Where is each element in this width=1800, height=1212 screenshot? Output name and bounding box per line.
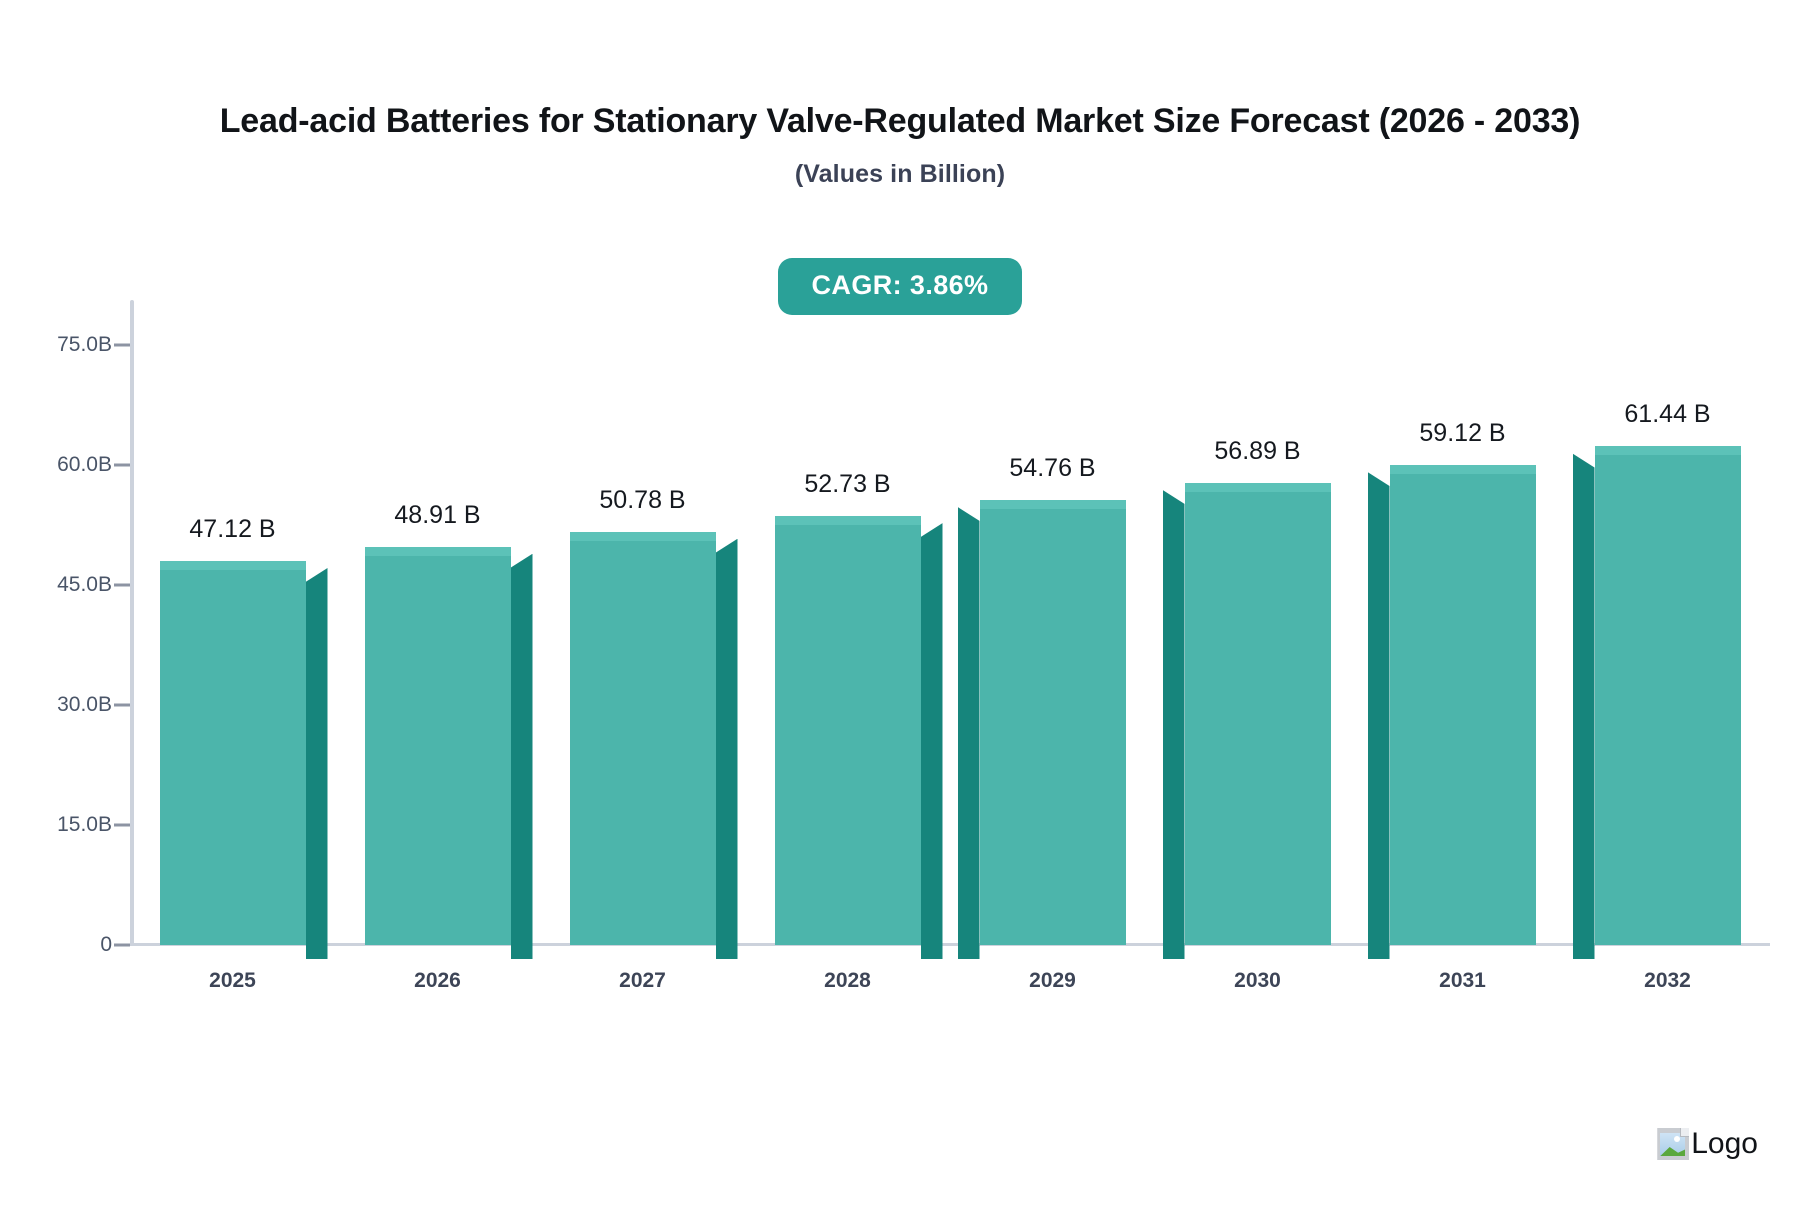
bar-column[interactable]: 50.78 B 2027 <box>569 345 738 992</box>
y-tick-label: 75.0B <box>57 333 112 356</box>
y-tick-dash <box>114 463 130 467</box>
bar-value-label: 59.12 B <box>1419 419 1506 448</box>
bar-column[interactable]: 61.44 B 2032 <box>1572 345 1741 992</box>
y-axis-tick: 15.0B <box>0 813 130 837</box>
x-axis-tick-label: 2032 <box>1644 969 1691 992</box>
bar[interactable] <box>1162 482 1331 959</box>
bar-top <box>979 499 1126 509</box>
bar-column[interactable]: 48.91 B 2026 <box>364 345 533 992</box>
bar-value-label: 50.78 B <box>599 485 686 514</box>
x-axis-line <box>130 943 1770 946</box>
x-axis-tick-label: 2030 <box>1234 969 1281 992</box>
bar[interactable] <box>1572 446 1741 959</box>
bar[interactable] <box>957 499 1126 959</box>
y-tick-label: 15.0B <box>57 813 112 836</box>
y-tick-label: 45.0B <box>57 573 112 596</box>
y-axis-tick: 75.0B <box>0 333 130 357</box>
x-axis-tick-label: 2031 <box>1439 969 1486 992</box>
y-axis-tick: 0 <box>0 933 130 957</box>
bar-value-label: 56.89 B <box>1214 436 1301 465</box>
bar-series: 47.12 B 2025 48.91 B 2026 50.78 B 2027 52.73 B… <box>130 345 1770 992</box>
bar-face <box>1184 489 1331 945</box>
y-tick-dash <box>114 703 130 707</box>
y-tick-label: 60.0B <box>57 453 112 476</box>
broken-image-icon <box>1657 1128 1690 1160</box>
chart-subtitle: (Values in Billion) <box>794 159 1006 188</box>
bar-top <box>1389 465 1536 475</box>
bar-column[interactable]: 47.12 B 2025 <box>159 345 328 992</box>
y-tick-dash <box>114 583 130 587</box>
bar-side-shadow <box>1367 472 1390 959</box>
x-axis-tick-label: 2025 <box>209 969 256 992</box>
page-title: Lead-acid Batteries for Stationary Valve… <box>219 102 1581 140</box>
logo-label: Logo <box>1691 1127 1758 1160</box>
bar-face <box>159 568 306 945</box>
bar-side-shadow <box>1162 489 1185 959</box>
bar-column[interactable]: 54.76 B 2029 <box>957 345 1126 992</box>
bar-top <box>159 561 306 571</box>
bar-side-shadow <box>510 553 533 959</box>
bar-value-label: 61.44 B <box>1624 400 1711 429</box>
bar-side-shadow <box>957 506 980 959</box>
bar-face <box>364 553 511 945</box>
bar-value-label: 54.76 B <box>1009 453 1096 482</box>
bar-side-shadow <box>920 523 943 959</box>
bar[interactable] <box>1367 465 1536 959</box>
bar-side-shadow <box>715 538 738 959</box>
y-tick-dash <box>114 823 130 827</box>
title-block: Lead-acid Batteries for Stationary Valve… <box>120 100 1680 189</box>
bar[interactable] <box>569 531 738 959</box>
y-axis-tick: 45.0B <box>0 573 130 597</box>
bar[interactable] <box>364 546 533 959</box>
y-tick-label: 0 <box>100 933 112 956</box>
bar-value-label: 47.12 B <box>189 515 276 544</box>
bar[interactable] <box>774 516 943 959</box>
plot-area: 75.0B 60.0B 45.0B 30.0B 15.0B 0 47.12 B 2025 48… <box>57 300 1770 992</box>
x-axis-tick-label: 2028 <box>824 969 871 992</box>
y-axis-tick: 30.0B <box>0 693 130 717</box>
bar-face <box>569 538 716 945</box>
cagr-badge-wrap: CAGR: 3.86% <box>0 258 1800 315</box>
bar-face <box>774 523 921 945</box>
bar-top <box>569 531 716 541</box>
y-tick-dash <box>114 343 130 347</box>
bar-column[interactable]: 52.73 B 2028 <box>774 345 943 992</box>
x-axis-tick-label: 2026 <box>414 969 461 992</box>
bar-face <box>1594 453 1741 945</box>
bar-side-shadow <box>1572 453 1595 959</box>
bar-column[interactable]: 56.89 B 2030 <box>1162 345 1331 992</box>
bar-top <box>1184 482 1331 492</box>
bar-top <box>1594 446 1741 456</box>
y-axis-line <box>130 300 134 945</box>
x-axis-tick-label: 2029 <box>1029 969 1076 992</box>
bar-face <box>979 506 1126 945</box>
bar-column[interactable]: 59.12 B 2031 <box>1367 345 1536 992</box>
y-axis-tick: 60.0B <box>0 453 130 477</box>
x-axis-tick-label: 2027 <box>619 969 666 992</box>
bar-top <box>364 546 511 556</box>
bar[interactable] <box>159 561 328 959</box>
bar-value-label: 48.91 B <box>394 500 481 529</box>
bar-side-shadow <box>305 568 328 959</box>
bar-face <box>1389 472 1536 945</box>
bar-top <box>774 516 921 526</box>
logo: Logo <box>1657 1128 1758 1160</box>
y-tick-dash <box>114 943 130 947</box>
status-badge: CAGR: 3.86% <box>777 258 1023 315</box>
bar-value-label: 52.73 B <box>804 470 891 499</box>
y-tick-label: 30.0B <box>57 693 112 716</box>
